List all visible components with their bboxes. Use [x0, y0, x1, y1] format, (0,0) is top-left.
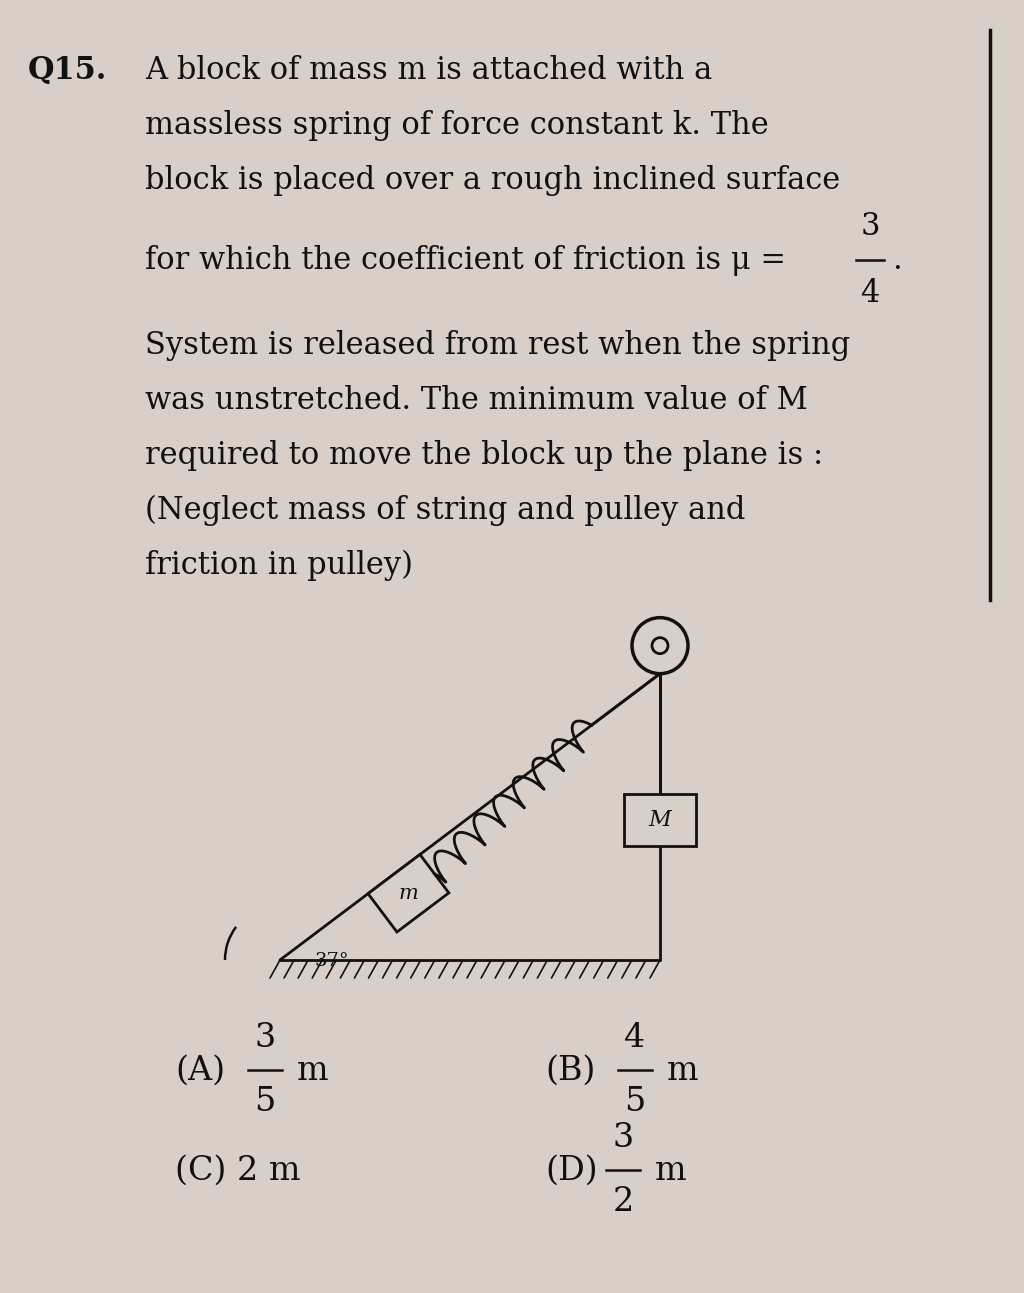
Text: Q15.: Q15.	[28, 56, 108, 87]
Text: (Neglect mass of string and pulley and: (Neglect mass of string and pulley and	[145, 495, 745, 526]
Text: 4: 4	[625, 1021, 645, 1054]
Text: m: m	[667, 1055, 698, 1087]
Text: 3: 3	[254, 1021, 275, 1054]
Text: .: .	[892, 244, 902, 275]
Text: 5: 5	[625, 1086, 646, 1118]
Text: System is released from rest when the spring: System is released from rest when the sp…	[145, 330, 850, 361]
Text: m: m	[655, 1155, 687, 1187]
Text: massless spring of force constant k. The: massless spring of force constant k. The	[145, 110, 769, 141]
Text: for which the coefficient of friction is μ =: for which the coefficient of friction is…	[145, 244, 786, 275]
Text: was unstretched. The minimum value of M: was unstretched. The minimum value of M	[145, 385, 808, 416]
Text: required to move the block up the plane is :: required to move the block up the plane …	[145, 440, 823, 471]
Text: 3: 3	[612, 1122, 634, 1153]
Polygon shape	[368, 855, 449, 932]
Text: (C) 2 m: (C) 2 m	[175, 1155, 300, 1187]
Text: M: M	[648, 808, 672, 830]
Bar	[624, 794, 696, 846]
Text: 4: 4	[860, 278, 880, 309]
Text: 2: 2	[612, 1186, 634, 1218]
Text: 5: 5	[254, 1086, 275, 1118]
Text: 3: 3	[860, 211, 880, 242]
Text: block is placed over a rough inclined surface: block is placed over a rough inclined su…	[145, 166, 841, 197]
Text: 37°: 37°	[315, 952, 349, 970]
Text: (D): (D)	[545, 1155, 598, 1187]
Text: m: m	[398, 883, 419, 903]
Text: m: m	[297, 1055, 329, 1087]
Text: (B): (B)	[545, 1055, 595, 1087]
Text: friction in pulley): friction in pulley)	[145, 550, 413, 582]
Text: (A): (A)	[175, 1055, 225, 1087]
Text: A block of mass m is attached with a: A block of mass m is attached with a	[145, 56, 713, 87]
